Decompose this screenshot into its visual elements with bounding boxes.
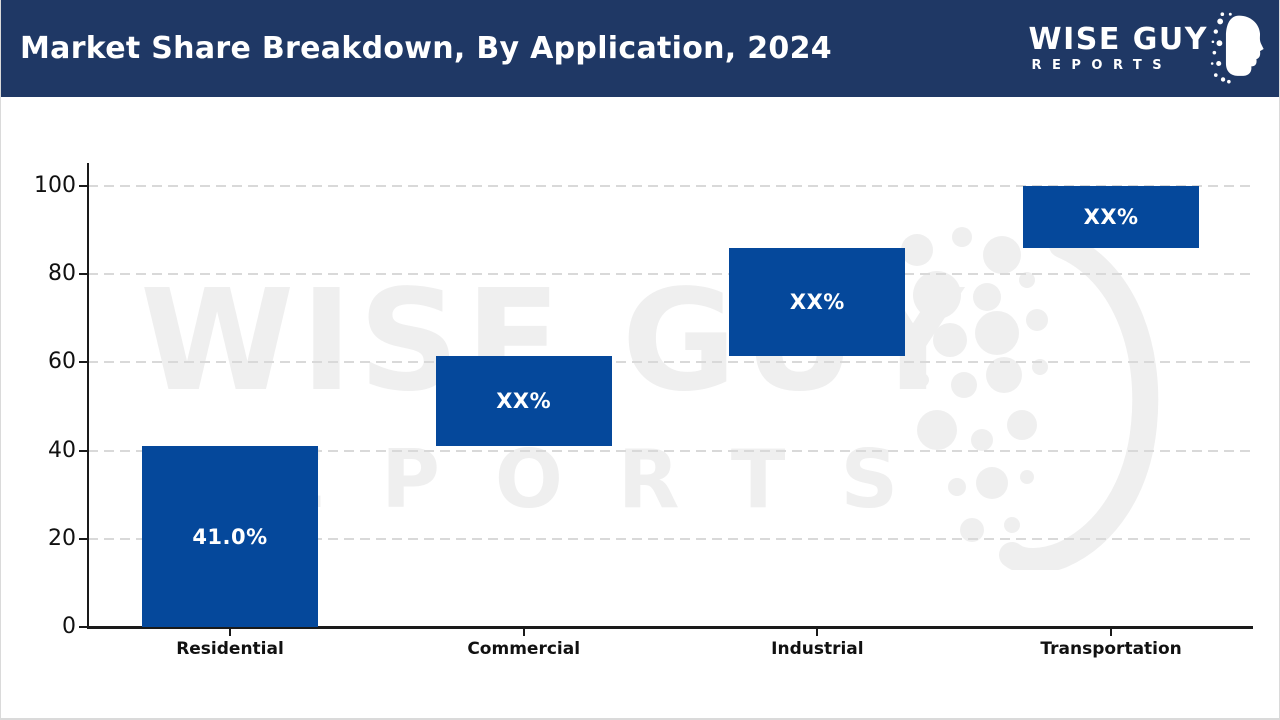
brand-logo-text: WISE GUY REPORTS xyxy=(1028,22,1208,73)
bar-commercial: XX% xyxy=(435,355,612,447)
gridline xyxy=(88,537,1253,540)
brand-logo: WISE GUY REPORTS xyxy=(1028,7,1268,91)
y-axis-tick-label: 60 xyxy=(48,349,76,375)
gridline xyxy=(88,449,1253,452)
y-axis-tick-label: 100 xyxy=(34,173,76,198)
y-axis-tick-mark xyxy=(79,537,87,540)
bar-residential: 41.0% xyxy=(142,446,318,627)
brand-subtitle: REPORTS xyxy=(1031,58,1173,73)
y-axis-tick-label: 80 xyxy=(48,261,76,287)
bar-value-label: XX% xyxy=(496,388,552,413)
y-axis-tick-label: 40 xyxy=(48,437,76,463)
y-axis-tick-mark xyxy=(79,449,87,452)
gridline xyxy=(88,273,1253,276)
x-axis-tick-mark xyxy=(816,627,819,636)
header-bar: Market Share Breakdown, By Application, … xyxy=(0,0,1280,97)
page-title: Market Share Breakdown, By Application, … xyxy=(20,31,832,66)
gridline xyxy=(88,185,1253,187)
brand-head-icon xyxy=(1210,11,1264,83)
gridline xyxy=(88,361,1253,364)
y-axis-line xyxy=(87,163,89,629)
bar-industrial: XX% xyxy=(729,247,906,356)
x-axis-tick-label: Transportation xyxy=(1040,639,1182,659)
brand-name: WISE GUY xyxy=(1028,22,1208,57)
y-axis-tick-mark xyxy=(79,273,87,276)
x-axis-tick-label: Commercial xyxy=(467,639,581,659)
bar-value-label: XX% xyxy=(789,289,845,314)
bar-value-label: 41.0% xyxy=(192,524,268,549)
x-axis-tick-label: Residential xyxy=(176,639,284,659)
y-axis-tick-mark xyxy=(79,626,87,628)
y-axis-tick-mark xyxy=(79,361,87,364)
x-axis-tick-mark xyxy=(522,627,525,636)
y-axis-tick-label: 20 xyxy=(48,525,76,551)
y-axis-tick-label: 0 xyxy=(62,614,76,639)
bar-transportation: XX% xyxy=(1023,186,1200,248)
y-axis-tick-mark xyxy=(79,185,87,187)
x-axis-tick-mark xyxy=(229,627,231,636)
x-axis-tick-label: Industrial xyxy=(771,639,864,659)
bar-value-label: XX% xyxy=(1083,204,1139,229)
x-axis-line xyxy=(88,626,1253,629)
x-axis-tick-mark xyxy=(1110,627,1113,636)
